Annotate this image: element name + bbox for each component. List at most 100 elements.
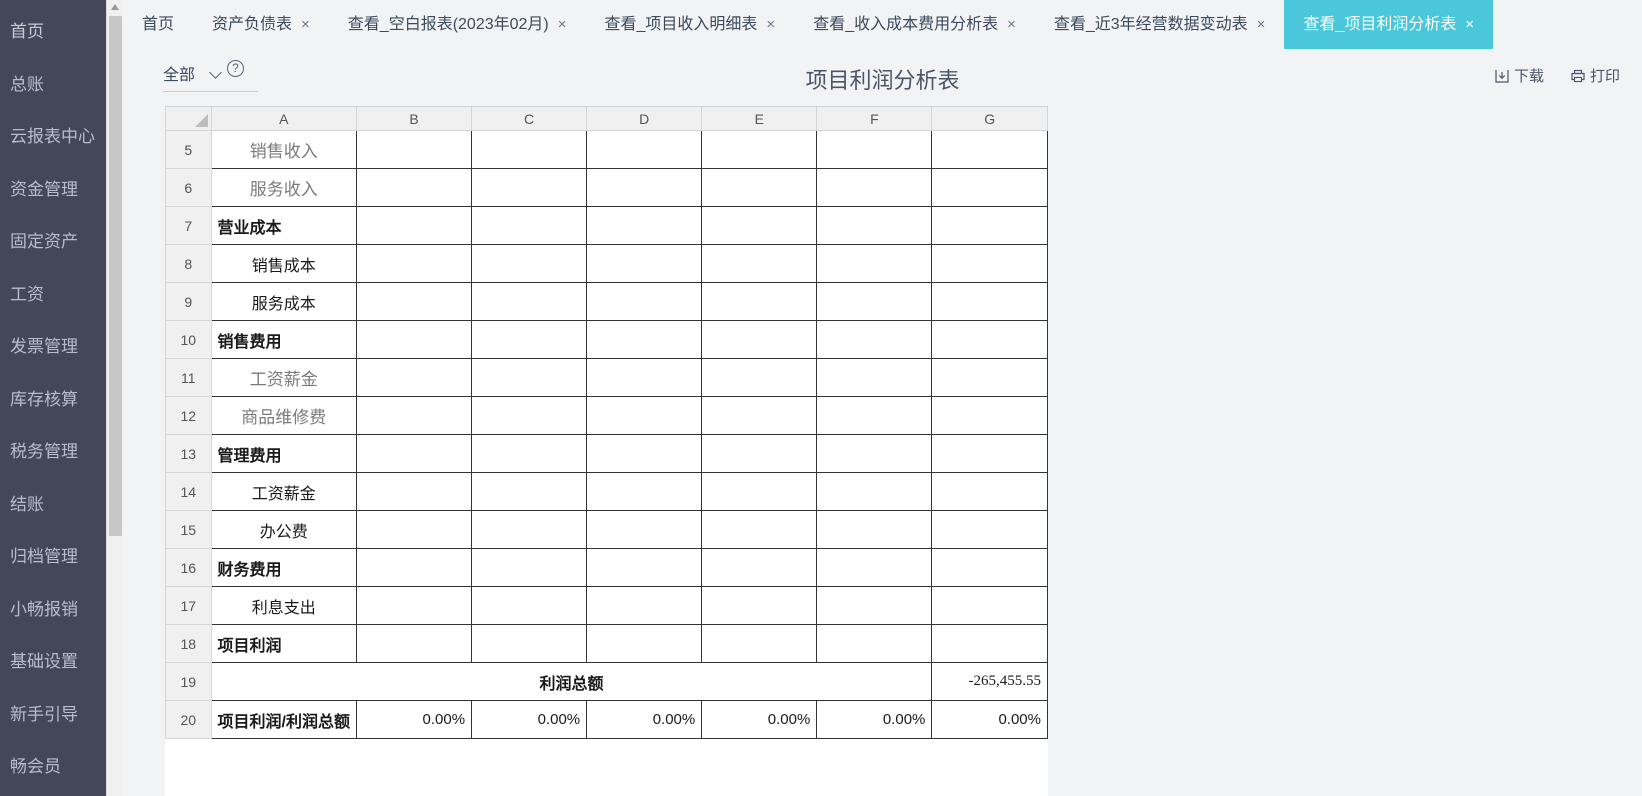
tab-close-icon[interactable]: × <box>557 16 567 33</box>
cell-B8[interactable] <box>355 244 473 283</box>
cell-D12[interactable] <box>586 396 703 435</box>
scrollbar-thumb[interactable] <box>109 16 122 536</box>
cell-F13[interactable] <box>816 434 933 473</box>
cell-B6[interactable] <box>355 168 473 207</box>
cell-B18[interactable] <box>355 624 473 663</box>
row-header-18[interactable]: 18 <box>165 624 212 663</box>
cell-E18[interactable] <box>701 624 818 663</box>
cell-D10[interactable] <box>586 320 703 359</box>
column-header-B[interactable]: B <box>355 106 473 131</box>
tab-5[interactable]: 查看_近3年经营数据变动表 × <box>1035 0 1285 49</box>
row-header-15[interactable]: 15 <box>165 510 212 549</box>
cell-B14[interactable] <box>355 472 473 511</box>
cell-B5[interactable] <box>355 130 473 169</box>
sidebar-item-5[interactable]: 工资 <box>0 269 123 322</box>
cell-E11[interactable] <box>701 358 818 397</box>
cell-D18[interactable] <box>586 624 703 663</box>
row-header-12[interactable]: 12 <box>165 396 212 435</box>
cell-D6[interactable] <box>586 168 703 207</box>
cell-A15[interactable]: 办公费 <box>210 510 358 549</box>
cell-C10[interactable] <box>471 320 588 359</box>
cell-G7[interactable] <box>931 206 1048 245</box>
cell-G13[interactable] <box>931 434 1048 473</box>
cell-C16[interactable] <box>471 548 588 587</box>
sidebar-item-7[interactable]: 库存核算 <box>0 374 123 427</box>
cell-F9[interactable] <box>816 282 933 321</box>
cell-C6[interactable] <box>471 168 588 207</box>
column-header-F[interactable]: F <box>816 106 933 131</box>
cell-D15[interactable] <box>586 510 703 549</box>
cell-D17[interactable] <box>586 586 703 625</box>
sidebar-item-12[interactable]: 基础设置 <box>0 636 123 689</box>
cell-C14[interactable] <box>471 472 588 511</box>
cell-C12[interactable] <box>471 396 588 435</box>
cell-D11[interactable] <box>586 358 703 397</box>
tab-close-icon[interactable]: × <box>1465 16 1475 33</box>
cell-B16[interactable] <box>355 548 473 587</box>
cell-E9[interactable] <box>701 282 818 321</box>
cell-G5[interactable] <box>931 130 1048 169</box>
tab-2[interactable]: 查看_空白报表(2023年02月) × <box>329 0 586 49</box>
cell-A16[interactable]: 财务费用 <box>210 548 358 587</box>
cell-B20[interactable]: 0.00% <box>355 700 473 739</box>
column-header-A[interactable]: A <box>210 106 358 131</box>
cell-A6[interactable]: 服务收入 <box>210 168 358 207</box>
cell-F5[interactable] <box>816 130 933 169</box>
sidebar-item-9[interactable]: 结账 <box>0 479 123 532</box>
cell-E13[interactable] <box>701 434 818 473</box>
cell-A12[interactable]: 商品维修费 <box>210 396 358 435</box>
cell-C17[interactable] <box>471 586 588 625</box>
cell-G17[interactable] <box>931 586 1048 625</box>
cell-B9[interactable] <box>355 282 473 321</box>
tab-close-icon[interactable]: × <box>766 16 776 33</box>
print-button[interactable]: 打印 <box>1570 65 1620 86</box>
cell-C18[interactable] <box>471 624 588 663</box>
sidebar-item-11[interactable]: 小畅报销 <box>0 584 123 637</box>
column-header-D[interactable]: D <box>586 106 703 131</box>
tab-4[interactable]: 查看_收入成本费用分析表 × <box>794 0 1035 49</box>
cell-A5[interactable]: 销售收入 <box>210 130 358 169</box>
cell-B17[interactable] <box>355 586 473 625</box>
row-header-19[interactable]: 19 <box>165 662 212 701</box>
filter-dropdown[interactable]: 全部 <box>163 61 258 92</box>
cell-G12[interactable] <box>931 396 1048 435</box>
row-header-5[interactable]: 5 <box>165 130 212 169</box>
sidebar-item-10[interactable]: 归档管理 <box>0 531 123 584</box>
cell-A14[interactable]: 工资薪金 <box>210 472 358 511</box>
sidebar-item-14[interactable]: 畅会员 <box>0 741 123 794</box>
cell-C11[interactable] <box>471 358 588 397</box>
select-all-corner[interactable] <box>165 106 212 131</box>
cell-E16[interactable] <box>701 548 818 587</box>
cell-A10[interactable]: 销售费用 <box>210 320 358 359</box>
cell-E6[interactable] <box>701 168 818 207</box>
cell-C9[interactable] <box>471 282 588 321</box>
cell-E15[interactable] <box>701 510 818 549</box>
cell-E10[interactable] <box>701 320 818 359</box>
scroll-up-arrow-icon[interactable] <box>111 4 119 10</box>
cell-D9[interactable] <box>586 282 703 321</box>
cell-F11[interactable] <box>816 358 933 397</box>
tab-close-icon[interactable]: × <box>1007 16 1016 33</box>
cell-F12[interactable] <box>816 396 933 435</box>
row-header-13[interactable]: 13 <box>165 434 212 473</box>
tab-1[interactable]: 资产负债表 × <box>193 0 329 49</box>
cell-E7[interactable] <box>701 206 818 245</box>
cell-G9[interactable] <box>931 282 1048 321</box>
cell-A13[interactable]: 管理费用 <box>210 434 358 473</box>
cell-B12[interactable] <box>355 396 473 435</box>
help-icon[interactable]: ? <box>227 60 244 77</box>
cell-B7[interactable] <box>355 206 473 245</box>
cell-D8[interactable] <box>586 244 703 283</box>
row-header-7[interactable]: 7 <box>165 206 212 245</box>
sidebar-item-3[interactable]: 资金管理 <box>0 164 123 217</box>
cell-D16[interactable] <box>586 548 703 587</box>
column-header-E[interactable]: E <box>701 106 818 131</box>
cell-G14[interactable] <box>931 472 1048 511</box>
row-header-11[interactable]: 11 <box>165 358 212 397</box>
cell-F6[interactable] <box>816 168 933 207</box>
cell-B10[interactable] <box>355 320 473 359</box>
cell-G20[interactable]: 0.00% <box>931 700 1048 739</box>
sidebar-scrollbar[interactable] <box>106 0 123 796</box>
cell-E20[interactable]: 0.00% <box>701 700 818 739</box>
